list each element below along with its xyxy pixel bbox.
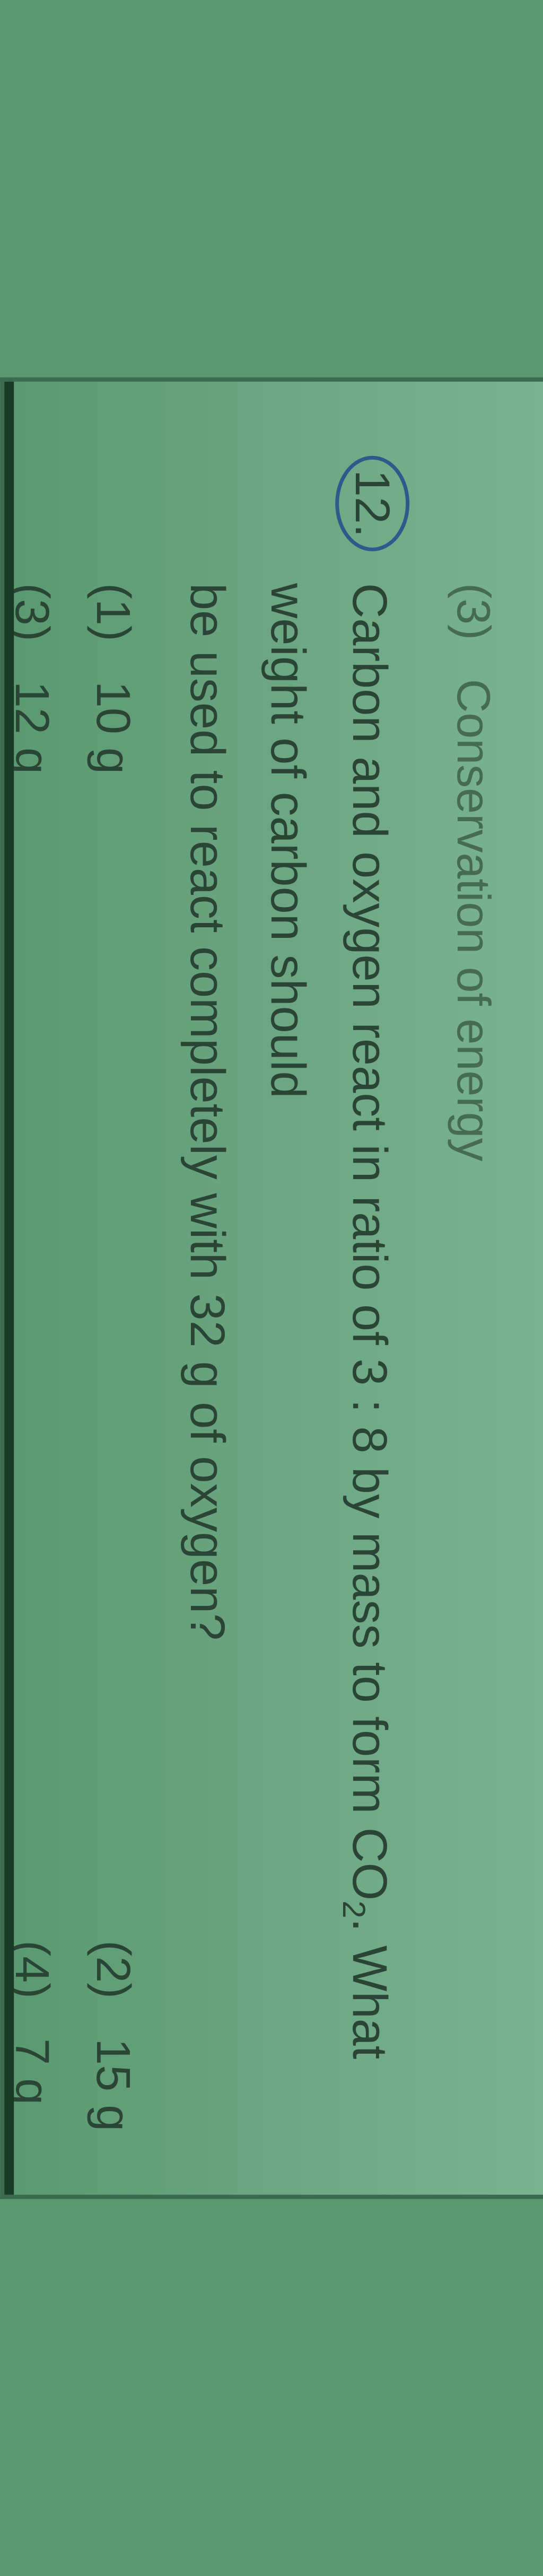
option-1-text: 10 g [86,681,139,773]
prev-option-number: (3) [448,583,500,640]
previous-question-option: (3) Conservation of energy [446,445,501,2131]
question-line1-subscript: 2 [336,1900,372,1918]
option-2: (2) 15 g [85,1940,140,2131]
question-number-wrap: 12. [335,445,409,583]
question-line1-prefix: Carbon and oxygen react in ratio of 3 : … [343,583,397,1900]
prev-option-text: Conservation of energy [448,679,500,1161]
question-block: 12. Carbon and oxygen react in ratio of … [167,445,409,2131]
option-2-text: 15 g [86,2038,139,2131]
question-line2: be used to react completely with 32 g of… [180,583,234,1640]
option-1-number: (1) [86,583,139,641]
question-number-circle: 12. [335,455,409,551]
option-2-number: (2) [86,1940,139,1999]
option-1: (1) 10 g [85,583,140,773]
question-text: Carbon and oxygen react in ratio of 3 : … [167,583,409,2131]
question-number: 12. [345,469,400,537]
options-row-1: (1) 10 g (2) 15 g [85,445,140,2131]
page-bottom-edge [4,381,14,2194]
scanned-page: (3) Conservation of energy 12. Carbon an… [0,377,543,2199]
